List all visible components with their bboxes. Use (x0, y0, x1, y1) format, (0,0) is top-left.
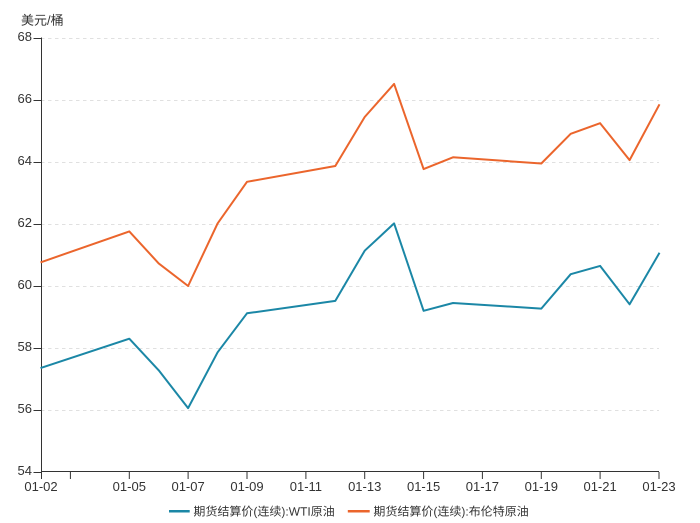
svg-text:60: 60 (18, 277, 32, 292)
svg-text:01-23: 01-23 (642, 479, 675, 494)
svg-text:01-02: 01-02 (24, 479, 57, 494)
svg-text:01-15: 01-15 (407, 479, 440, 494)
svg-text:01-07: 01-07 (171, 479, 204, 494)
svg-text:54: 54 (18, 463, 32, 478)
svg-text:68: 68 (18, 29, 32, 44)
svg-text:01-13: 01-13 (348, 479, 381, 494)
svg-text:58: 58 (18, 339, 32, 354)
svg-text:01-09: 01-09 (230, 479, 263, 494)
svg-text:64: 64 (18, 153, 32, 168)
svg-text:01-11: 01-11 (290, 479, 322, 494)
svg-text:01-19: 01-19 (525, 479, 558, 494)
svg-text:01-21: 01-21 (583, 479, 616, 494)
svg-text:01-05: 01-05 (113, 479, 146, 494)
svg-text:62: 62 (18, 215, 32, 230)
svg-text:56: 56 (18, 401, 32, 416)
svg-text:01-17: 01-17 (466, 479, 499, 494)
svg-text:66: 66 (18, 91, 32, 106)
